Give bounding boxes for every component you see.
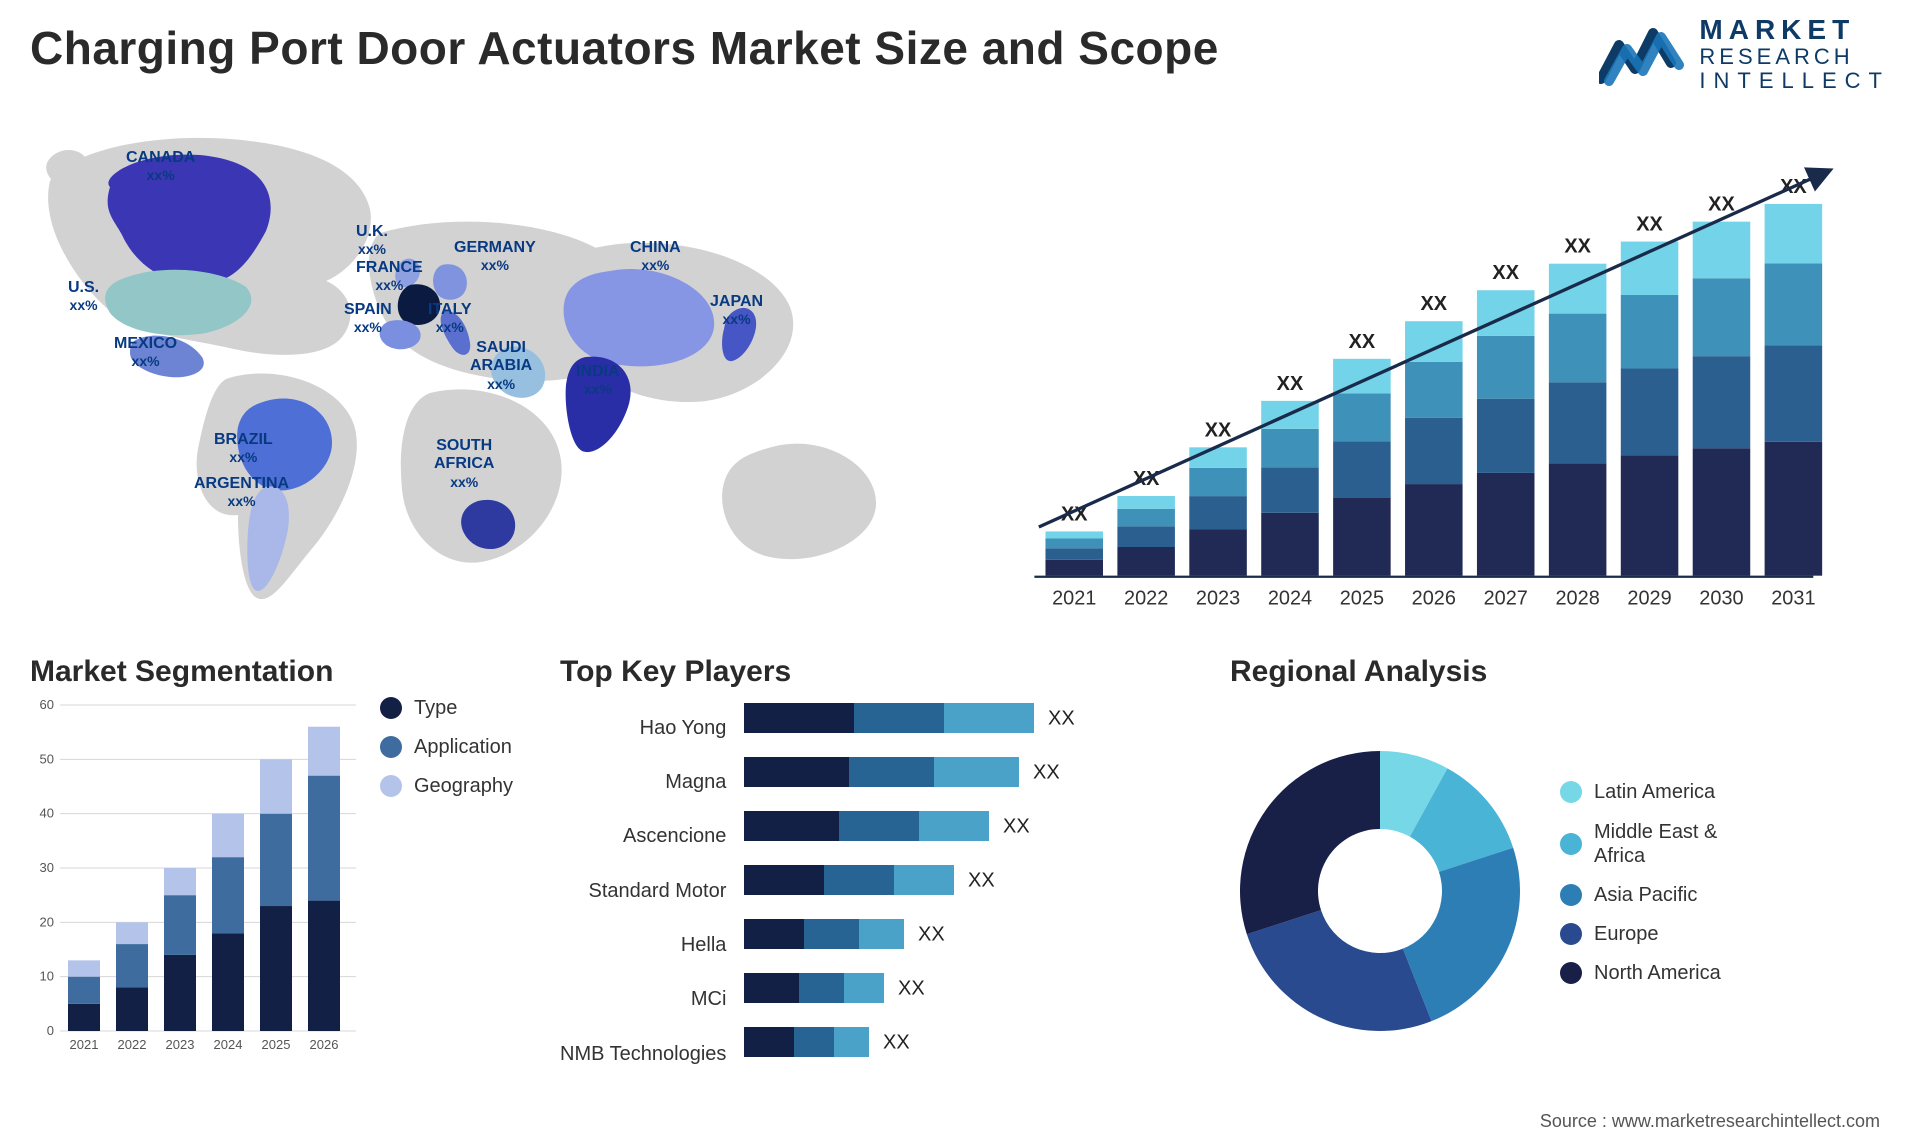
- svg-text:30: 30: [40, 860, 54, 875]
- player-label: Standard Motor: [589, 879, 727, 903]
- svg-text:2023: 2023: [1196, 587, 1240, 609]
- regional-legend-item: Asia Pacific: [1560, 884, 1764, 907]
- players-panel: Top Key Players Hao Yong Magna Ascencione S…: [560, 655, 1200, 1085]
- players-chart: XX XX XX XX XX XX XX: [744, 697, 1124, 1067]
- page-title: Charging Port Door Actuators Market Size…: [30, 15, 1219, 75]
- legend-dot-icon: [380, 736, 402, 758]
- world-map: CANADAxx%U.S.xx%MEXICOxx%BRAZILxx%ARGENT…: [30, 111, 910, 631]
- regional-legend: Latin America Middle East & Africa Asia Pa…: [1560, 781, 1764, 1001]
- player-label: MCi: [691, 987, 727, 1011]
- regional-legend-item: North America: [1560, 962, 1764, 985]
- svg-text:60: 60: [40, 697, 54, 712]
- svg-text:2030: 2030: [1699, 587, 1743, 609]
- regional-title: Regional Analysis: [1230, 655, 1890, 689]
- segmentation-chart: 0 10 20 30 40 50 60 2021 2022 2023 2024 2025 2026: [30, 697, 360, 1057]
- svg-text:XX: XX: [1708, 193, 1735, 215]
- segmentation-legend-item: Application: [380, 736, 513, 759]
- svg-text:10: 10: [40, 968, 54, 983]
- segmentation-panel: Market Segmentation 0 10 20 30 40 50 60 2021 202…: [30, 655, 530, 1085]
- svg-text:2031: 2031: [1771, 587, 1815, 609]
- svg-text:XX: XX: [1564, 235, 1591, 257]
- svg-text:XX: XX: [1205, 419, 1232, 441]
- logo-line1: MARKET: [1699, 15, 1890, 45]
- logo-mark-icon: [1599, 19, 1685, 89]
- legend-label: Asia Pacific: [1594, 884, 1697, 907]
- segmentation-legend-item: Type: [380, 697, 513, 720]
- brand-logo: MARKET RESEARCH INTELLECT: [1599, 15, 1890, 93]
- svg-text:XX: XX: [883, 1031, 910, 1053]
- player-label: Hao Yong: [640, 716, 727, 740]
- legend-dot-icon: [1560, 781, 1582, 803]
- svg-text:XX: XX: [1421, 293, 1448, 315]
- players-title: Top Key Players: [560, 655, 1200, 689]
- segmentation-title: Market Segmentation: [30, 655, 530, 689]
- svg-text:2022: 2022: [1124, 587, 1168, 609]
- regional-legend-item: Europe: [1560, 923, 1764, 946]
- svg-text:0: 0: [47, 1023, 54, 1038]
- player-label: NMB Technologies: [560, 1042, 726, 1066]
- svg-text:XX: XX: [1636, 213, 1663, 235]
- svg-text:2024: 2024: [214, 1037, 243, 1052]
- svg-text:2024: 2024: [1268, 587, 1312, 609]
- legend-label: Geography: [414, 775, 513, 798]
- players-labels: Hao Yong Magna Ascencione Standard Motor Hel…: [560, 697, 726, 1085]
- logo-line2: RESEARCH: [1699, 45, 1890, 69]
- legend-dot-icon: [1560, 884, 1582, 906]
- svg-text:2022: 2022: [118, 1037, 147, 1052]
- regional-panel: Regional Analysis Latin America Middle Ea…: [1230, 655, 1890, 1085]
- svg-text:2027: 2027: [1484, 587, 1528, 609]
- svg-text:XX: XX: [1048, 707, 1075, 729]
- legend-label: Europe: [1594, 923, 1659, 946]
- player-label: Ascencione: [623, 824, 726, 848]
- svg-text:XX: XX: [1492, 262, 1519, 284]
- svg-text:50: 50: [40, 751, 54, 766]
- legend-label: Latin America: [1594, 781, 1715, 804]
- svg-text:XX: XX: [1033, 761, 1060, 783]
- legend-label: North America: [1594, 962, 1721, 985]
- svg-text:2026: 2026: [1412, 587, 1456, 609]
- svg-text:XX: XX: [1003, 815, 1030, 837]
- segmentation-legend-item: Geography: [380, 775, 513, 798]
- svg-text:40: 40: [40, 805, 54, 820]
- legend-dot-icon: [380, 775, 402, 797]
- growth-chart-svg: XX 2021 XX 2022 XX 2023 XX 2024 XX 2025 XX 2026 XX 20…: [940, 111, 1890, 631]
- svg-text:2026: 2026: [310, 1037, 339, 1052]
- regional-donut: [1230, 711, 1530, 1071]
- world-map-svg: [30, 111, 910, 631]
- svg-text:2025: 2025: [262, 1037, 291, 1052]
- logo-line3: INTELLECT: [1699, 69, 1890, 93]
- source-text: Source : www.marketresearchintellect.com: [1540, 1111, 1880, 1132]
- svg-text:2023: 2023: [166, 1037, 195, 1052]
- player-label: Magna: [665, 770, 726, 794]
- legend-label: Application: [414, 736, 512, 759]
- legend-dot-icon: [1560, 833, 1582, 855]
- svg-text:XX: XX: [968, 869, 995, 891]
- legend-label: Middle East & Africa: [1594, 820, 1764, 868]
- svg-text:2025: 2025: [1340, 587, 1384, 609]
- svg-text:2021: 2021: [70, 1037, 99, 1052]
- svg-text:XX: XX: [1277, 373, 1304, 395]
- legend-dot-icon: [380, 697, 402, 719]
- svg-text:2021: 2021: [1052, 587, 1096, 609]
- growth-chart: XX 2021 XX 2022 XX 2023 XX 2024 XX 2025 XX 2026 XX 20…: [940, 111, 1890, 631]
- svg-text:XX: XX: [1349, 331, 1376, 353]
- svg-text:2029: 2029: [1627, 587, 1671, 609]
- svg-text:XX: XX: [918, 923, 945, 945]
- legend-dot-icon: [1560, 962, 1582, 984]
- legend-dot-icon: [1560, 923, 1582, 945]
- segmentation-legend: Type Application Geography: [380, 697, 513, 1085]
- regional-legend-item: Latin America: [1560, 781, 1764, 804]
- legend-label: Type: [414, 697, 457, 720]
- player-label: Hella: [681, 933, 727, 957]
- svg-text:20: 20: [40, 914, 54, 929]
- svg-text:XX: XX: [898, 977, 925, 999]
- regional-legend-item: Middle East & Africa: [1560, 820, 1764, 868]
- svg-text:2028: 2028: [1555, 587, 1599, 609]
